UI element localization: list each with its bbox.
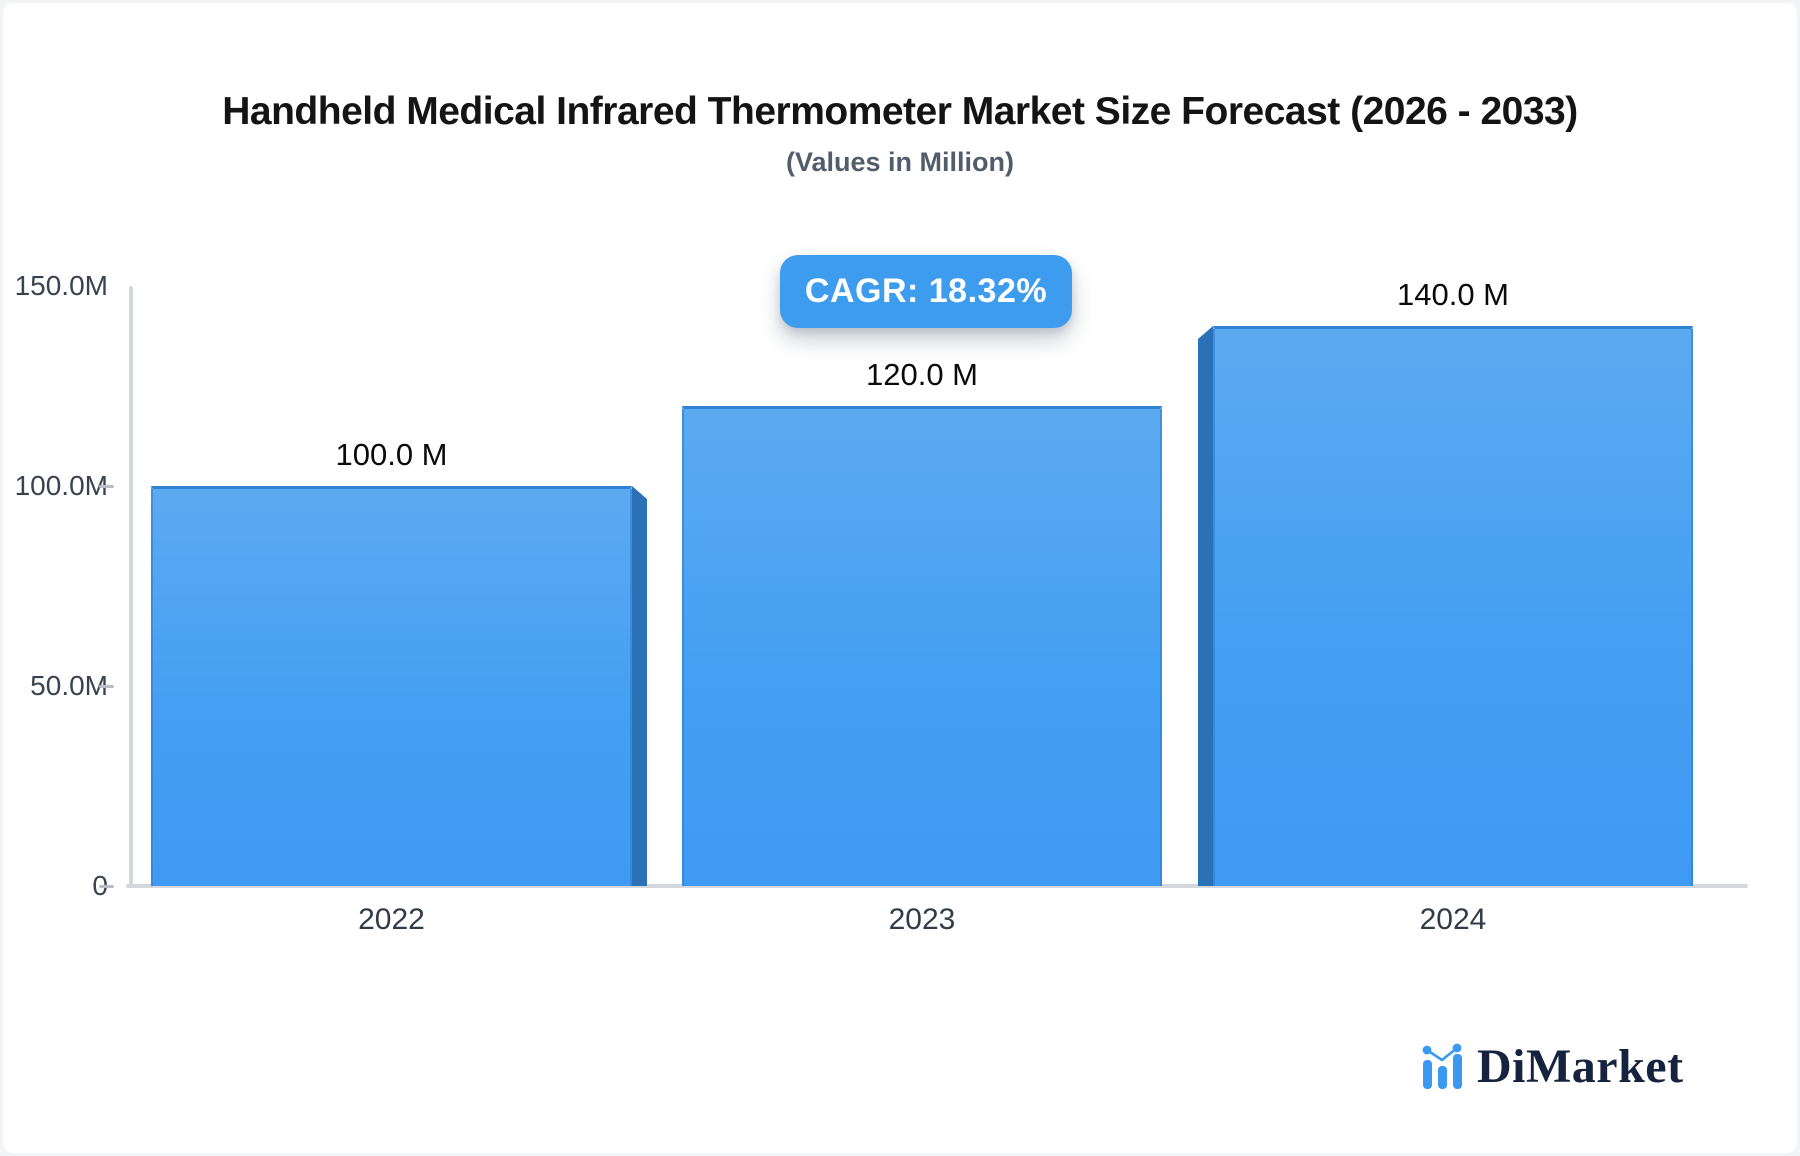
x-axis-line bbox=[126, 884, 1748, 888]
chart-title: Handheld Medical Infrared Thermometer Ma… bbox=[222, 90, 1578, 133]
bar-2022 bbox=[151, 486, 632, 886]
mini-bar-line-chart-icon bbox=[1422, 1043, 1462, 1089]
cagr-badge: CAGR: 18.32% bbox=[780, 255, 1072, 328]
y-tick-mark bbox=[99, 685, 114, 688]
bar-value-label-2022: 100.0 M bbox=[335, 437, 448, 472]
y-axis-line bbox=[129, 286, 133, 887]
dimarket-logo: DiMarket bbox=[1422, 1038, 1684, 1096]
y-tick-mark bbox=[99, 485, 114, 488]
y-tick-label-100m: 100.0M bbox=[14, 470, 108, 501]
y-tick-label-150m: 150.0M bbox=[14, 270, 108, 301]
dimarket-logo-text: DiMarket bbox=[1477, 1040, 1684, 1093]
chart-subtitle: (Values in Million) bbox=[785, 147, 1015, 177]
bar-value-label-2023: 120.0 M bbox=[865, 357, 979, 392]
bar-value-label-2024: 140.0 M bbox=[1396, 277, 1510, 312]
y-tick-label-0: 0 bbox=[8, 870, 108, 902]
y-tick-mark bbox=[99, 885, 114, 888]
x-axis-label-2022: 2022 bbox=[358, 903, 425, 936]
bar-3d-side-face bbox=[632, 486, 647, 886]
x-axis-label-2024: 2024 bbox=[1419, 903, 1487, 936]
y-tick-label-50m: 50.0M bbox=[30, 670, 108, 701]
bar-2024 bbox=[1213, 326, 1693, 886]
x-axis-label-2023: 2023 bbox=[888, 903, 956, 936]
bar-3d-side-face bbox=[1198, 326, 1213, 886]
chart-stage: Handheld Medical Infrared Thermometer Ma… bbox=[3, 3, 1797, 1153]
chart-card: Handheld Medical Infrared Thermometer Ma… bbox=[3, 3, 1797, 1153]
bar-2023 bbox=[682, 406, 1162, 886]
